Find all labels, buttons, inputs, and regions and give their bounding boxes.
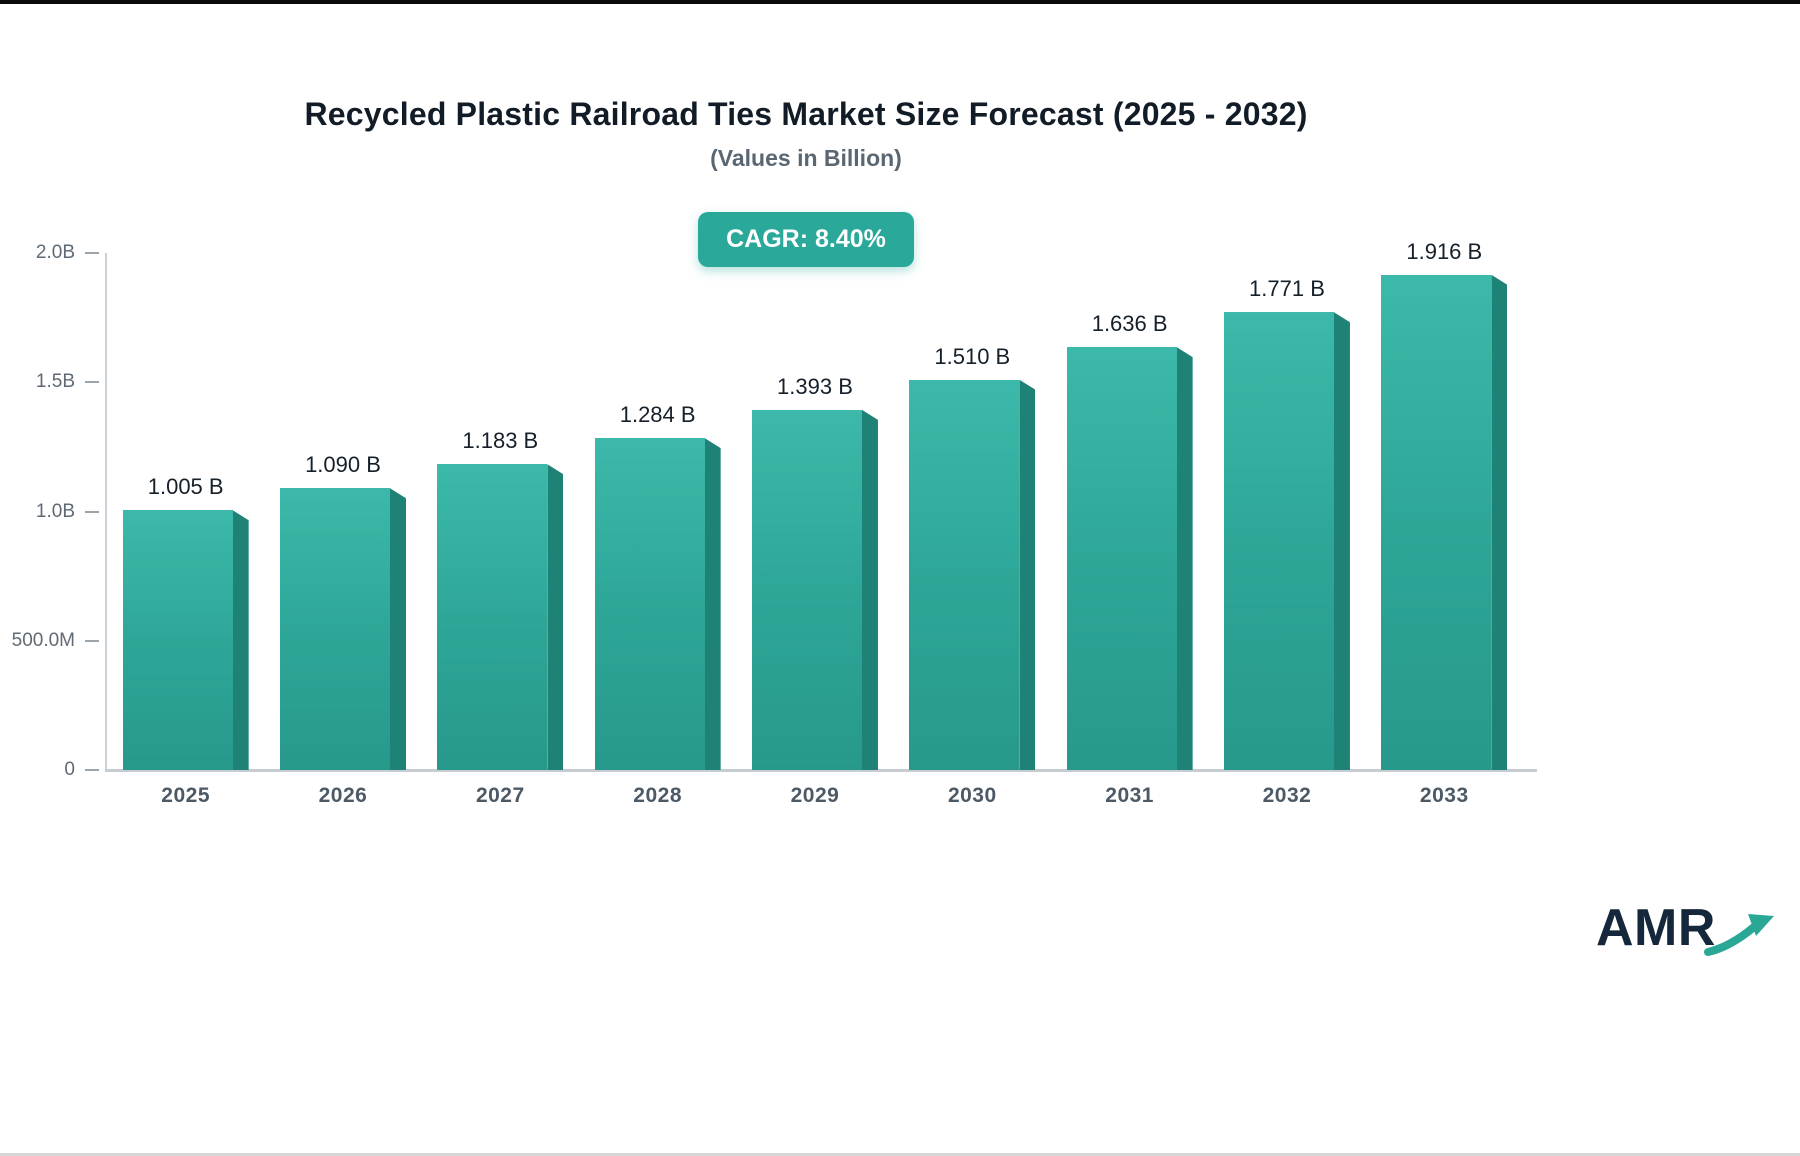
y-tick-label: 2.0B <box>35 242 75 263</box>
bar-value-label: 1.005 B <box>147 474 224 500</box>
chart-title: Recycled Plastic Railroad Ties Market Si… <box>304 96 1308 132</box>
bar-side-shade <box>704 438 721 770</box>
tick-mark <box>85 252 99 254</box>
y-tick-label: 500.0M <box>11 629 75 651</box>
bar <box>751 409 862 770</box>
y-axis <box>105 253 107 772</box>
x-category-label: 2032 <box>1262 784 1312 807</box>
tick-mark <box>85 381 99 384</box>
x-category-label: 2030 <box>947 784 997 807</box>
x-category-label: 2033 <box>1419 784 1469 807</box>
bar-value-label: 1.393 B <box>777 373 853 399</box>
bar-side-shade <box>389 488 406 770</box>
bar-side-shade <box>547 464 564 770</box>
bar-group: 1.771 B 2032 <box>1223 276 1350 807</box>
bar-group: 1.183 B 2027 <box>437 428 564 807</box>
logo-text: AMR <box>1596 899 1716 957</box>
logo-arrow-icon <box>1704 914 1774 956</box>
bar-value-label: 1.510 B <box>934 343 1011 369</box>
bar-value-label: 1.284 B <box>619 402 696 428</box>
bar <box>1066 347 1177 770</box>
x-category-label: 2025 <box>161 784 211 807</box>
y-tick-label: 1.0B <box>35 500 75 522</box>
bar-side-shade <box>1176 347 1193 770</box>
tick-mark <box>85 639 99 642</box>
bar-group: 1.393 B 2029 <box>751 374 878 807</box>
amr-logo: AMR <box>1596 898 1774 962</box>
bar-value-label: 1.183 B <box>462 428 539 454</box>
x-category-label: 2026 <box>318 784 368 807</box>
bar-side-shade <box>1019 379 1036 770</box>
cagr-badge: CAGR: 8.40% <box>698 212 914 267</box>
chart-subtitle: (Values in Billion) <box>710 145 902 171</box>
bar <box>909 379 1020 770</box>
x-category-label: 2029 <box>790 784 840 807</box>
bar <box>594 438 705 770</box>
bar <box>122 510 233 770</box>
bar-group: 1.636 B 2031 <box>1066 311 1193 807</box>
x-category-label: 2031 <box>1105 784 1154 807</box>
bottom-border <box>0 1153 1800 1156</box>
bar-group: 1.916 B 2033 <box>1381 239 1508 807</box>
bar <box>279 488 390 770</box>
y-tick-label: 0 <box>64 759 75 780</box>
bar-group: 1.005 B 2025 <box>122 474 249 807</box>
bar <box>1223 312 1334 770</box>
top-border <box>0 0 1800 4</box>
bar-group: 1.284 B 2028 <box>594 402 721 807</box>
bar-value-label: 1.636 B <box>1091 311 1168 337</box>
bar-side-shade <box>232 510 249 770</box>
bar-group: 1.090 B 2026 <box>279 452 406 807</box>
x-category-label: 2027 <box>475 784 525 807</box>
plot-area: 2.0B 1.5B 1.0B 500.0M 0 1.005 B 2025 1.090 B 20… <box>12 239 1537 807</box>
bar-side-shade <box>1491 274 1508 770</box>
bar-value-label: 1.771 B <box>1249 276 1325 302</box>
x-category-label: 2028 <box>633 784 682 807</box>
bar-value-label: 1.916 B <box>1406 238 1483 264</box>
bar-series: 1.005 B 2025 1.090 B 2026 1.183 B 2027 1.284 B… <box>107 239 1523 807</box>
bar-side-shade <box>861 409 878 770</box>
tick-mark <box>85 510 99 513</box>
tick-mark <box>85 769 99 771</box>
bar-value-label: 1.090 B <box>305 452 381 478</box>
bar <box>437 464 548 770</box>
bar-group: 1.510 B 2030 <box>909 344 1036 807</box>
chart-header: Recycled Plastic Railroad Ties Market Si… <box>0 0 1612 267</box>
bar-side-shade <box>1333 312 1350 770</box>
bar <box>1381 274 1492 770</box>
y-tick-label: 1.5B <box>35 371 75 393</box>
x-axis <box>105 769 1537 772</box>
